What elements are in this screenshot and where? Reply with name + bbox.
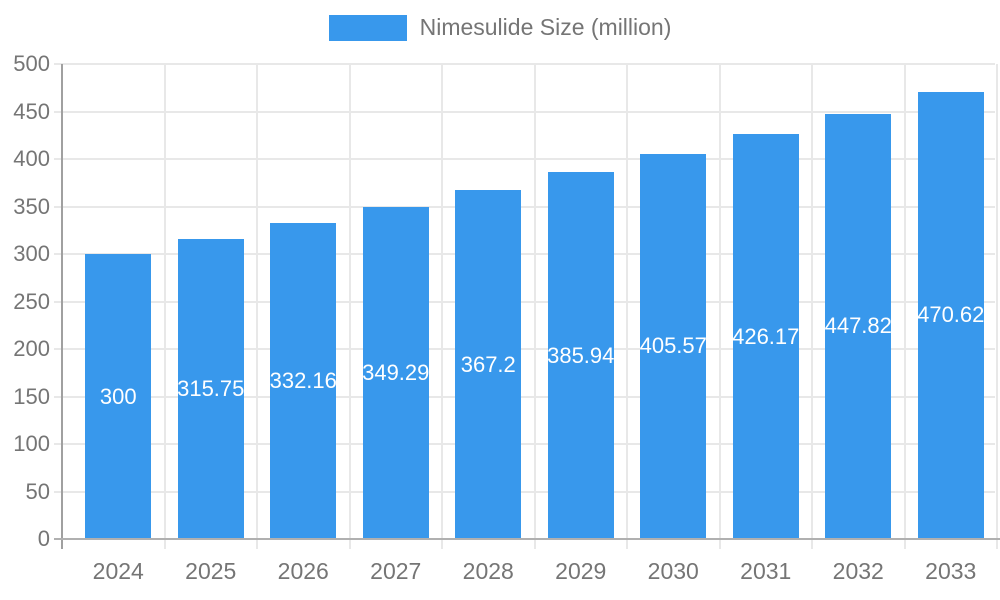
gridline-horizontal [54, 348, 995, 350]
bar-2030[interactable] [640, 153, 707, 538]
bar-2027[interactable] [362, 207, 429, 538]
gridline-horizontal [54, 110, 995, 113]
gridline-vertical [811, 64, 813, 549]
x-axis-tick-label: 2029 [555, 558, 607, 584]
gridline-vertical [903, 64, 906, 549]
y-axis-tick-label: 250 [13, 288, 50, 314]
gridline-vertical [533, 64, 536, 549]
bar-2031[interactable] [732, 134, 799, 538]
y-axis-tick-label: 500 [13, 51, 50, 76]
gridline-vertical [256, 64, 258, 549]
legend-color-swatch [328, 14, 407, 41]
gridline-vertical [348, 64, 351, 549]
bar-2026[interactable] [270, 223, 337, 538]
y-axis-tick-label: 0 [37, 526, 50, 551]
bar-2028[interactable] [455, 190, 522, 538]
gridline-horizontal [54, 63, 995, 65]
bar-2024[interactable] [85, 254, 152, 538]
gridline-vertical [441, 64, 443, 549]
bar-2033[interactable] [917, 91, 984, 538]
x-axis-tick-label: 2030 [647, 558, 699, 584]
y-axis-tick-label: 350 [13, 193, 50, 219]
y-axis-tick-label: 450 [13, 98, 50, 124]
gridline-horizontal [54, 205, 995, 208]
y-axis-tick-label: 150 [13, 383, 50, 409]
x-axis-tick-label: 2031 [740, 558, 792, 584]
x-axis-tick-label: 2033 [925, 558, 977, 584]
gridline-horizontal [54, 300, 995, 303]
x-axis-line [54, 538, 1000, 540]
bar-2029[interactable] [547, 172, 614, 538]
gridline-horizontal [54, 158, 995, 160]
x-axis-tick-label: 2027 [370, 558, 422, 584]
gridline-horizontal [54, 395, 995, 398]
bar-2025[interactable] [177, 239, 244, 538]
y-axis-tick-label: 50 [25, 478, 50, 504]
gridline-vertical [718, 64, 721, 549]
gridline-horizontal [54, 490, 995, 493]
y-axis-tick-label: 400 [13, 146, 50, 171]
y-axis-tick-label: 200 [13, 336, 50, 361]
y-axis-tick-label: 300 [13, 241, 50, 266]
x-axis-tick-label: 2028 [462, 558, 514, 584]
bar-2032[interactable] [825, 113, 892, 538]
gridline-horizontal [54, 253, 995, 255]
x-axis-tick-label: 2024 [92, 558, 144, 584]
gridline-vertical [163, 64, 166, 549]
legend-label: Nimesulide Size (million) [419, 14, 672, 40]
legend-item[interactable]: Nimesulide Size (million) [0, 14, 1000, 41]
x-axis-tick-label: 2032 [832, 558, 884, 584]
gridline-vertical [996, 64, 998, 549]
y-axis-line [61, 64, 63, 549]
y-axis-tick-label: 100 [13, 431, 50, 456]
gridline-horizontal [54, 443, 995, 445]
gridline-vertical [626, 64, 628, 549]
x-axis-tick-label: 2026 [277, 558, 329, 584]
x-axis-tick-label: 2025 [185, 558, 237, 584]
